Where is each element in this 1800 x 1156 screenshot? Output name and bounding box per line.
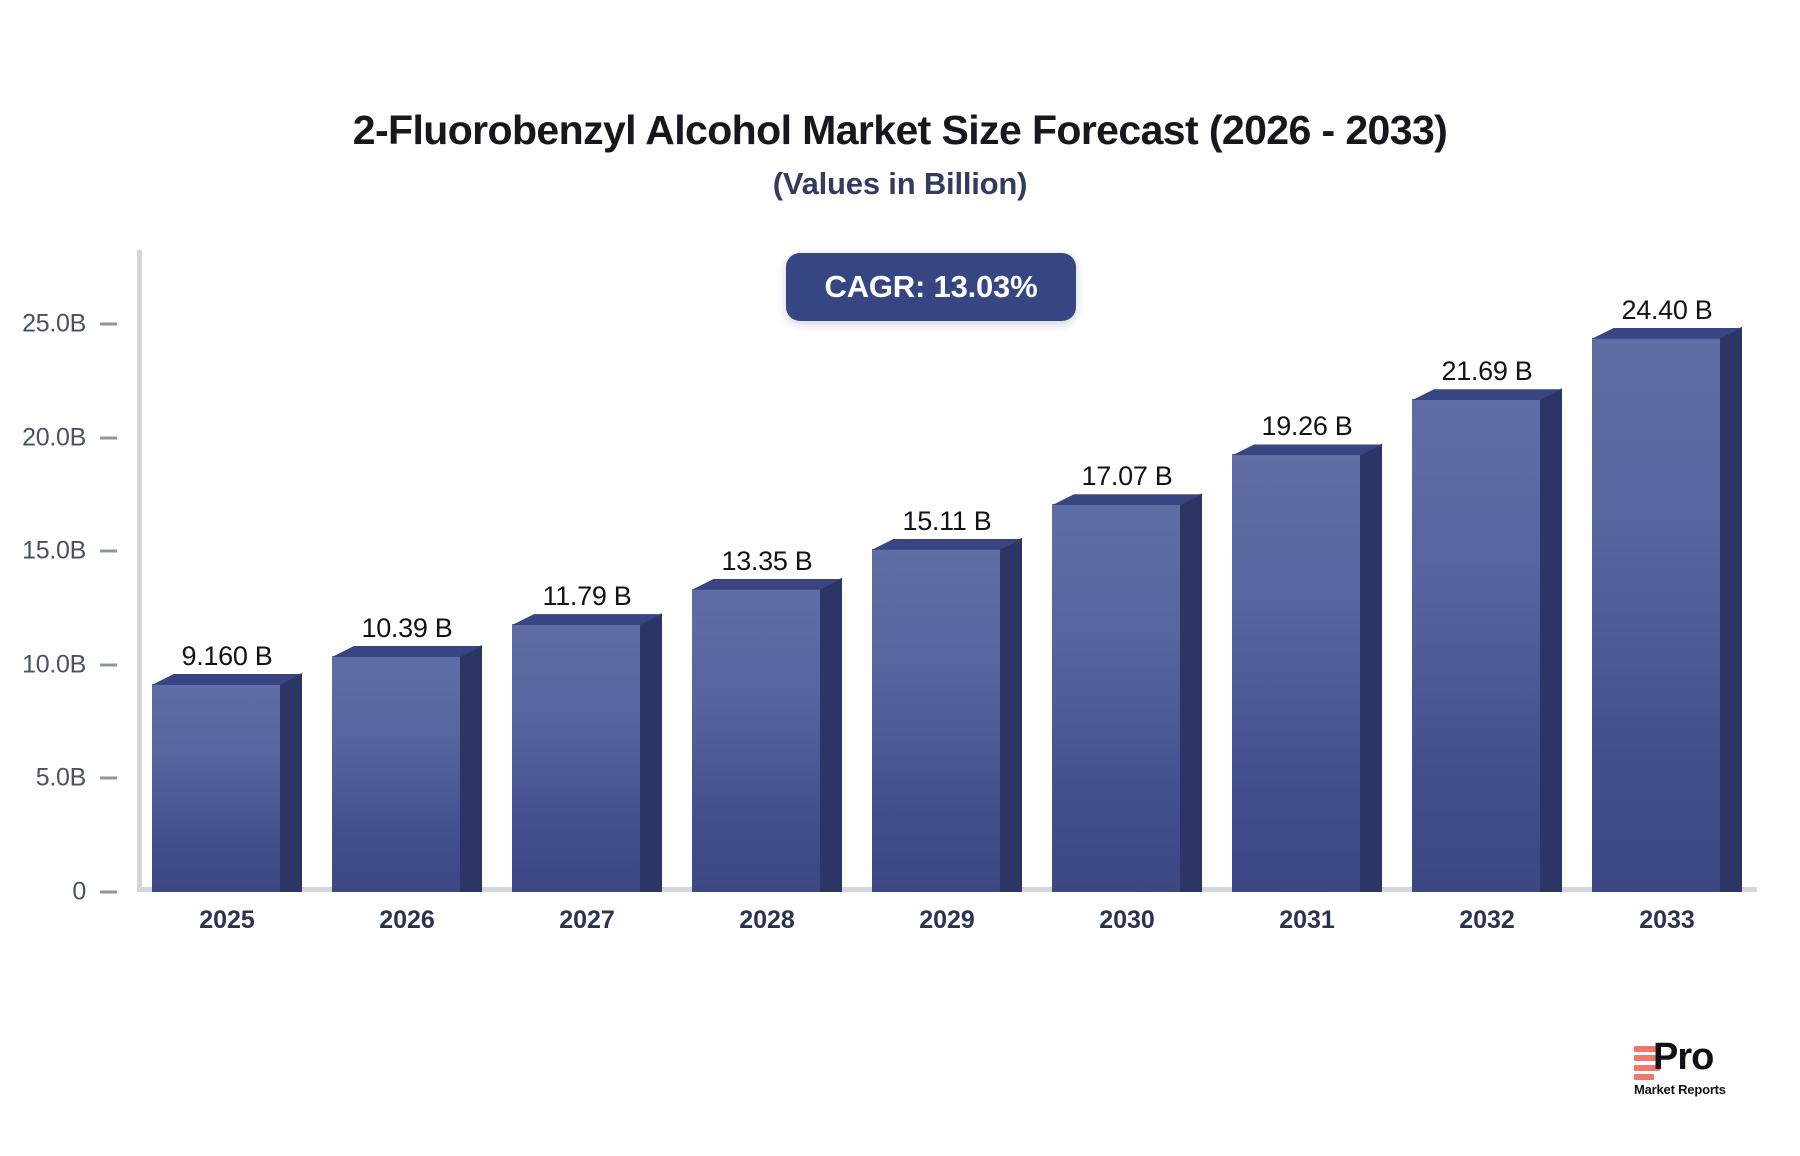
- bar-front-face: [692, 588, 820, 892]
- y-axis-tick-label: 25.0B: [22, 309, 86, 338]
- y-axis-tick-label: 5.0B: [35, 763, 87, 792]
- bar-value-label: 21.69 B: [1441, 356, 1533, 387]
- y-axis-tick: 25.0B: [22, 310, 117, 339]
- bar-front-face: [1232, 454, 1360, 892]
- bar-top-face: [332, 645, 482, 657]
- bar-top-face: [692, 578, 842, 590]
- bar-top-face: [512, 614, 662, 626]
- bar[interactable]: 13.35 B: [692, 546, 842, 892]
- bar-series: 9.160 B 10.39 B 11.79 B 13.35 B 15.11 B 17.07…: [137, 290, 1757, 892]
- y-axis-tick-label: 10.0B: [22, 650, 86, 679]
- bar-value-label: 19.26 B: [1261, 411, 1353, 442]
- bar[interactable]: 10.39 B: [332, 613, 482, 892]
- y-axis-tick-label: 0: [72, 877, 86, 906]
- bar-front-face: [152, 683, 280, 892]
- chart-subtitle: (Values in Billion): [772, 166, 1028, 202]
- y-axis-tick: 5.0B: [36, 764, 117, 793]
- bar[interactable]: 15.11 B: [872, 506, 1022, 892]
- bar-side-face: [460, 644, 482, 892]
- y-axis-tick-mark: [100, 776, 117, 780]
- bar-top-face: [152, 673, 302, 685]
- bar-top-face: [872, 538, 1022, 550]
- bar[interactable]: 24.40 B: [1592, 295, 1742, 892]
- logo: Pro Market Reports: [1634, 1038, 1774, 1104]
- bar-top-face: [1232, 444, 1382, 456]
- x-axis-label: 2025: [199, 906, 255, 934]
- bar[interactable]: 17.07 B: [1052, 461, 1202, 892]
- bar-value-label: 24.40 B: [1621, 294, 1713, 325]
- y-axis-tick: 0: [72, 878, 117, 907]
- x-axis-labels: 2025 2026 2027 2028 2029 2030 2031 2032 2033: [137, 906, 1757, 946]
- x-axis-label: 2029: [919, 906, 975, 934]
- bar-value-label: 13.35 B: [721, 545, 813, 576]
- bar-value-label: 10.39 B: [361, 612, 453, 643]
- bar-top-face: [1592, 327, 1742, 339]
- y-axis-tick-mark: [100, 549, 117, 553]
- y-axis-tick-label: 15.0B: [22, 536, 86, 565]
- bar-side-face: [1540, 388, 1562, 892]
- logo-tagline: Market Reports: [1634, 1082, 1726, 1097]
- bar-front-face: [1592, 337, 1720, 892]
- bar-side-face: [640, 613, 662, 892]
- y-axis-tick-label: 20.0B: [22, 423, 86, 452]
- x-axis-label: 2032: [1459, 906, 1515, 934]
- title-block: 2-Fluorobenzyl Alcohol Market Size Forec…: [0, 108, 1800, 202]
- bar-value-label: 17.07 B: [1081, 461, 1173, 492]
- bar-top-face: [1052, 494, 1202, 506]
- y-axis-tick: 20.0B: [22, 423, 117, 452]
- x-axis-label: 2027: [559, 906, 615, 934]
- bar-top-face: [1412, 389, 1562, 401]
- y-axis-tick-mark: [100, 322, 117, 326]
- bar-value-label: 9.160 B: [181, 640, 273, 671]
- bar-value-label: 15.11 B: [902, 505, 992, 536]
- x-axis-label: 2030: [1099, 906, 1155, 934]
- plot-area: 9.160 B 10.39 B 11.79 B 13.35 B 15.11 B 17.07…: [137, 250, 1757, 892]
- x-axis-label: 2031: [1279, 906, 1335, 934]
- x-axis-label: 2026: [379, 906, 435, 934]
- cagr-badge-label: CAGR: 13.03%: [824, 269, 1038, 304]
- bar-value-label: 11.79 B: [542, 581, 632, 612]
- x-axis-label: 2033: [1639, 906, 1695, 934]
- bar[interactable]: 19.26 B: [1232, 411, 1382, 892]
- bar-side-face: [820, 577, 842, 892]
- cagr-badge: CAGR: 13.03%: [786, 253, 1076, 321]
- bar-front-face: [1412, 399, 1540, 892]
- bar-side-face: [1000, 537, 1022, 892]
- bar[interactable]: 11.79 B: [512, 581, 662, 892]
- bar-front-face: [332, 655, 460, 892]
- y-axis-tick-mark: [100, 663, 117, 667]
- bar-front-face: [1052, 504, 1180, 892]
- y-axis-line: [137, 250, 142, 892]
- bar-side-face: [1360, 443, 1382, 892]
- bar-front-face: [512, 624, 640, 892]
- bar-side-face: [280, 672, 302, 892]
- y-axis-tick-mark: [100, 890, 117, 894]
- page-title: 2-Fluorobenzyl Alcohol Market Size Forec…: [352, 107, 1448, 153]
- y-axis-tick-mark: [100, 436, 117, 440]
- y-axis-tick: 15.0B: [22, 537, 117, 566]
- logo-stripes-icon: [1634, 1046, 1660, 1080]
- bar[interactable]: 21.69 B: [1412, 356, 1562, 892]
- bar[interactable]: 9.160 B: [152, 641, 302, 892]
- bar-side-face: [1180, 493, 1202, 892]
- bar-side-face: [1720, 326, 1742, 892]
- y-axis-tick: 10.0B: [22, 650, 117, 679]
- logo-wordmark: Pro: [1653, 1036, 1714, 1078]
- x-axis-label: 2028: [739, 906, 795, 934]
- bar-front-face: [872, 548, 1000, 892]
